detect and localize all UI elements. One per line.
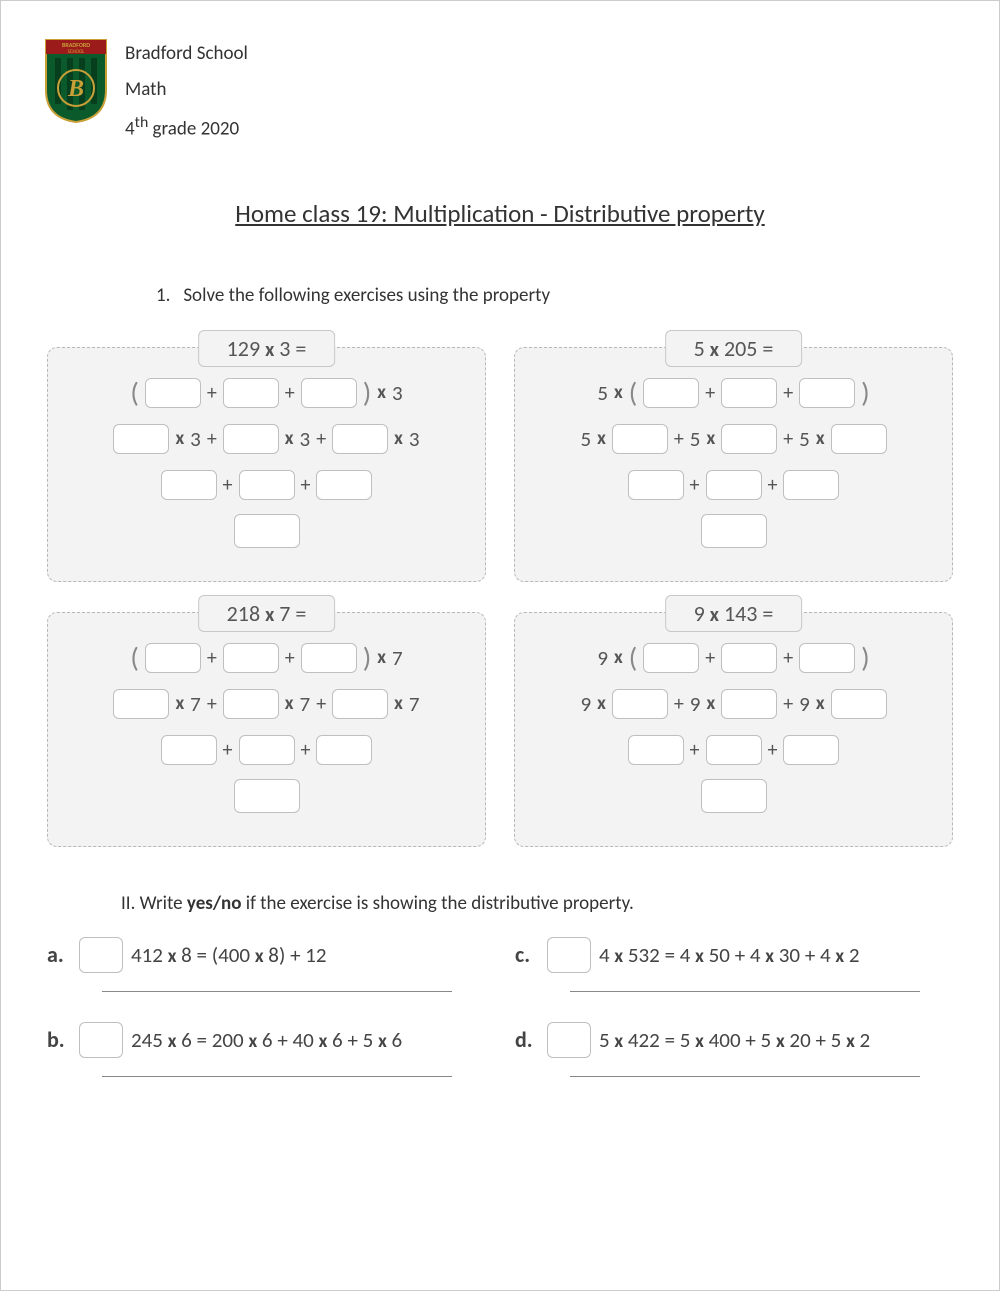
blank[interactable] xyxy=(721,378,777,408)
blank[interactable] xyxy=(643,643,699,673)
blank-answer[interactable] xyxy=(701,779,767,813)
problem-c-row2: x7 +x7 +x7 xyxy=(60,687,473,721)
problem-a-label: 129 x 3 = xyxy=(198,330,336,367)
problem-c-row3: + + xyxy=(60,733,473,767)
school-info: Bradford School Math 4th grade 2020 xyxy=(125,36,248,148)
yesno-d: d. 5 x 422 = 5 x 400 + 5 x 20 + 5 x 2 xyxy=(515,1022,953,1077)
svg-text:B: B xyxy=(67,76,84,102)
blank[interactable] xyxy=(332,424,388,454)
problem-c-row4 xyxy=(60,779,473,813)
blank[interactable] xyxy=(145,643,201,673)
problem-b-row3: + + xyxy=(527,468,940,502)
blank[interactable] xyxy=(239,470,295,500)
subject: Math xyxy=(125,72,248,108)
blank-answer[interactable] xyxy=(234,514,300,548)
blank[interactable] xyxy=(113,689,169,719)
problem-a-row2: x3 +x3 +x3 xyxy=(60,422,473,456)
school-logo: BRADFORD SCHOOL B xyxy=(41,36,111,124)
yesno-d-box[interactable] xyxy=(547,1022,591,1058)
blank[interactable] xyxy=(113,424,169,454)
blank[interactable] xyxy=(799,643,855,673)
answer-line[interactable] xyxy=(570,1076,920,1077)
yesno-b-box[interactable] xyxy=(79,1022,123,1058)
yesno-grid: a. 412 x 8 = (400 x 8) + 12 c. 4 x 532 =… xyxy=(47,937,953,1077)
blank[interactable] xyxy=(706,470,762,500)
yesno-a-box[interactable] xyxy=(79,937,123,973)
problem-b-row1: 5x ( + +) xyxy=(527,376,940,410)
yesno-b-expr: 245 x 6 = 200 x 6 + 40 x 6 + 5 x 6 xyxy=(131,1027,402,1053)
blank-answer[interactable] xyxy=(701,514,767,548)
header: BRADFORD SCHOOL B Bradford School Math 4… xyxy=(41,36,959,148)
problem-a-row1: ( + +) x3 xyxy=(60,376,473,410)
blank[interactable] xyxy=(145,378,201,408)
yesno-d-expr: 5 x 422 = 5 x 400 + 5 x 20 + 5 x 2 xyxy=(599,1027,870,1053)
blank[interactable] xyxy=(316,735,372,765)
worksheet-page: BRADFORD SCHOOL B Bradford School Math 4… xyxy=(0,0,1000,1291)
blank[interactable] xyxy=(223,643,279,673)
problem-a-row3: + + xyxy=(60,468,473,502)
svg-text:BRADFORD: BRADFORD xyxy=(62,41,90,49)
blank[interactable] xyxy=(706,735,762,765)
blank[interactable] xyxy=(612,689,668,719)
blank[interactable] xyxy=(831,689,887,719)
problem-b: 5 x 205 = 5x ( + +) 5x +5x +5x + + xyxy=(514,347,953,582)
blank[interactable] xyxy=(316,470,372,500)
yesno-c-expr: 4 x 532 = 4 x 50 + 4 x 30 + 4 x 2 xyxy=(599,942,860,968)
blank[interactable] xyxy=(643,378,699,408)
blank[interactable] xyxy=(628,470,684,500)
blank[interactable] xyxy=(301,643,357,673)
blank[interactable] xyxy=(239,735,295,765)
yesno-c: c. 4 x 532 = 4 x 50 + 4 x 30 + 4 x 2 xyxy=(515,937,953,992)
blank[interactable] xyxy=(628,735,684,765)
blank[interactable] xyxy=(223,689,279,719)
problem-d-row4 xyxy=(527,779,940,813)
blank[interactable] xyxy=(799,378,855,408)
blank[interactable] xyxy=(223,424,279,454)
blank[interactable] xyxy=(612,424,668,454)
problem-d-row1: 9x ( + +) xyxy=(527,641,940,675)
problem-b-row2: 5x +5x +5x xyxy=(527,422,940,456)
yesno-c-box[interactable] xyxy=(547,937,591,973)
page-title: Home class 19: Multiplication - Distribu… xyxy=(41,198,959,229)
blank[interactable] xyxy=(721,643,777,673)
yesno-a-expr: 412 x 8 = (400 x 8) + 12 xyxy=(131,942,327,968)
blank-answer[interactable] xyxy=(234,779,300,813)
answer-line[interactable] xyxy=(102,991,452,992)
answer-line[interactable] xyxy=(102,1076,452,1077)
problem-d: 9 x 143 = 9x ( + +) 9x +9x +9x + + xyxy=(514,612,953,847)
answer-line[interactable] xyxy=(570,991,920,992)
blank[interactable] xyxy=(301,378,357,408)
problem-c-label: 218 x 7 = xyxy=(198,595,336,632)
problem-d-row3: + + xyxy=(527,733,940,767)
problem-d-label: 9 x 143 = xyxy=(665,595,803,632)
problem-c: 218 x 7 = ( + +) x7 x7 +x7 +x7 + + xyxy=(47,612,486,847)
problem-a-row4 xyxy=(60,514,473,548)
blank[interactable] xyxy=(161,470,217,500)
blank[interactable] xyxy=(783,735,839,765)
blank[interactable] xyxy=(161,735,217,765)
blank[interactable] xyxy=(721,689,777,719)
blank[interactable] xyxy=(223,378,279,408)
problem-a: 129 x 3 = ( + +) x3 x3 +x3 +x3 + + xyxy=(47,347,486,582)
blank[interactable] xyxy=(721,424,777,454)
problem-c-row1: ( + +) x7 xyxy=(60,641,473,675)
instruction-2: II. Write yes/no if the exercise is show… xyxy=(121,892,959,915)
problem-d-row2: 9x +9x +9x xyxy=(527,687,940,721)
problem-b-row4 xyxy=(527,514,940,548)
grade-line: 4th grade 2020 xyxy=(125,108,248,147)
problems-grid: 129 x 3 = ( + +) x3 x3 +x3 +x3 + + xyxy=(47,347,953,847)
blank[interactable] xyxy=(831,424,887,454)
svg-text:SCHOOL: SCHOOL xyxy=(68,49,86,55)
instruction-1: 1. Solve the following exercises using t… xyxy=(156,284,959,307)
problem-b-label: 5 x 205 = xyxy=(665,330,803,367)
blank[interactable] xyxy=(332,689,388,719)
yesno-a: a. 412 x 8 = (400 x 8) + 12 xyxy=(47,937,485,992)
yesno-b: b. 245 x 6 = 200 x 6 + 40 x 6 + 5 x 6 xyxy=(47,1022,485,1077)
school-name: Bradford School xyxy=(125,36,248,72)
blank[interactable] xyxy=(783,470,839,500)
